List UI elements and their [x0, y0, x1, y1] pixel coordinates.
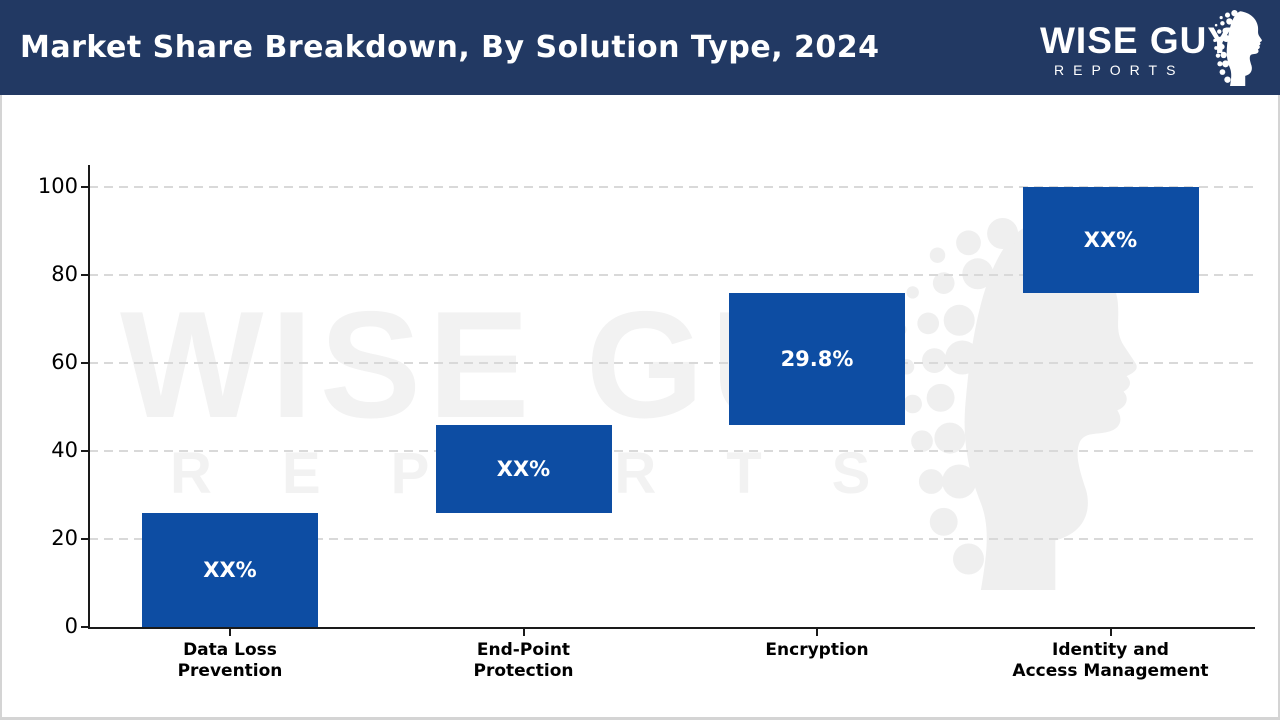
y-axis-spine: [88, 165, 90, 629]
bar-identity-and-access-management: XX%: [1022, 187, 1199, 294]
y-tick-label: 40: [51, 438, 78, 462]
y-tick-mark: [81, 274, 89, 276]
bar-value-label: XX%: [203, 557, 257, 582]
y-tick-label: 60: [51, 350, 78, 374]
bar-encryption: 29.8%: [729, 293, 905, 425]
x-axis-label-line: Access Management: [1012, 661, 1209, 681]
x-axis-label-identity-and-access-management: Identity and Access Management: [996, 640, 1226, 682]
watermark-wiseguy-text: WISE GU: [120, 280, 828, 450]
x-axis-label-line: Data Loss: [183, 640, 277, 660]
y-tick-mark: [81, 450, 89, 452]
x-axis-label-line: Identity and: [1052, 640, 1169, 660]
y-tick-mark: [81, 362, 89, 364]
x-axis-spine: [88, 627, 1255, 629]
frame-bottom-edge: [0, 717, 1280, 720]
gridline: [89, 450, 1255, 452]
y-tick-label: 80: [51, 262, 78, 286]
x-axis-label-data-loss-prevention: Data Loss Prevention: [115, 640, 345, 682]
x-axis-label-line: End-Point: [476, 640, 571, 660]
wise-guy-head-icon: [1212, 10, 1262, 86]
x-axis-label-line: Encryption: [765, 640, 869, 660]
y-tick-mark: [81, 186, 89, 188]
y-tick-label: 100: [37, 174, 78, 198]
x-axis-label-encryption: Encryption: [702, 640, 932, 661]
header-bar: Market Share Breakdown, By Solution Type…: [0, 0, 1280, 95]
frame-right-edge: [1278, 95, 1280, 720]
chart-title: Market Share Breakdown, By Solution Type…: [20, 30, 880, 65]
y-tick-mark: [81, 626, 89, 628]
logo-subtitle-text: REPORTS: [1054, 62, 1185, 78]
x-axis-label-end-point-protection: End-Point Protection: [409, 640, 639, 682]
x-tick-mark: [816, 629, 818, 636]
frame-left-edge: [0, 95, 2, 720]
logo-name-text: WISE GUY: [1040, 20, 1234, 61]
y-tick-label: 0: [64, 614, 78, 638]
gridline: [89, 362, 1255, 364]
y-tick-label: 20: [51, 526, 78, 550]
gridline: [89, 274, 1255, 276]
x-tick-mark: [522, 629, 525, 636]
bar-value-label: XX%: [496, 456, 551, 481]
x-tick-mark: [1109, 629, 1112, 636]
bar-value-label: 29.8%: [780, 347, 854, 372]
y-tick-mark: [81, 538, 89, 540]
wise-guy-logo: WISE GUY REPORTS: [1026, 8, 1266, 88]
x-tick-mark: [229, 629, 231, 636]
x-axis-label-line: Prevention: [177, 661, 283, 681]
bar-end-point-protection: XX%: [435, 424, 612, 513]
gridline: [89, 538, 1255, 540]
gridline: [89, 186, 1255, 188]
bar-data-loss-prevention: XX%: [142, 512, 318, 627]
x-axis-label-line: Protection: [473, 661, 574, 681]
bar-value-label: XX%: [1083, 228, 1138, 253]
